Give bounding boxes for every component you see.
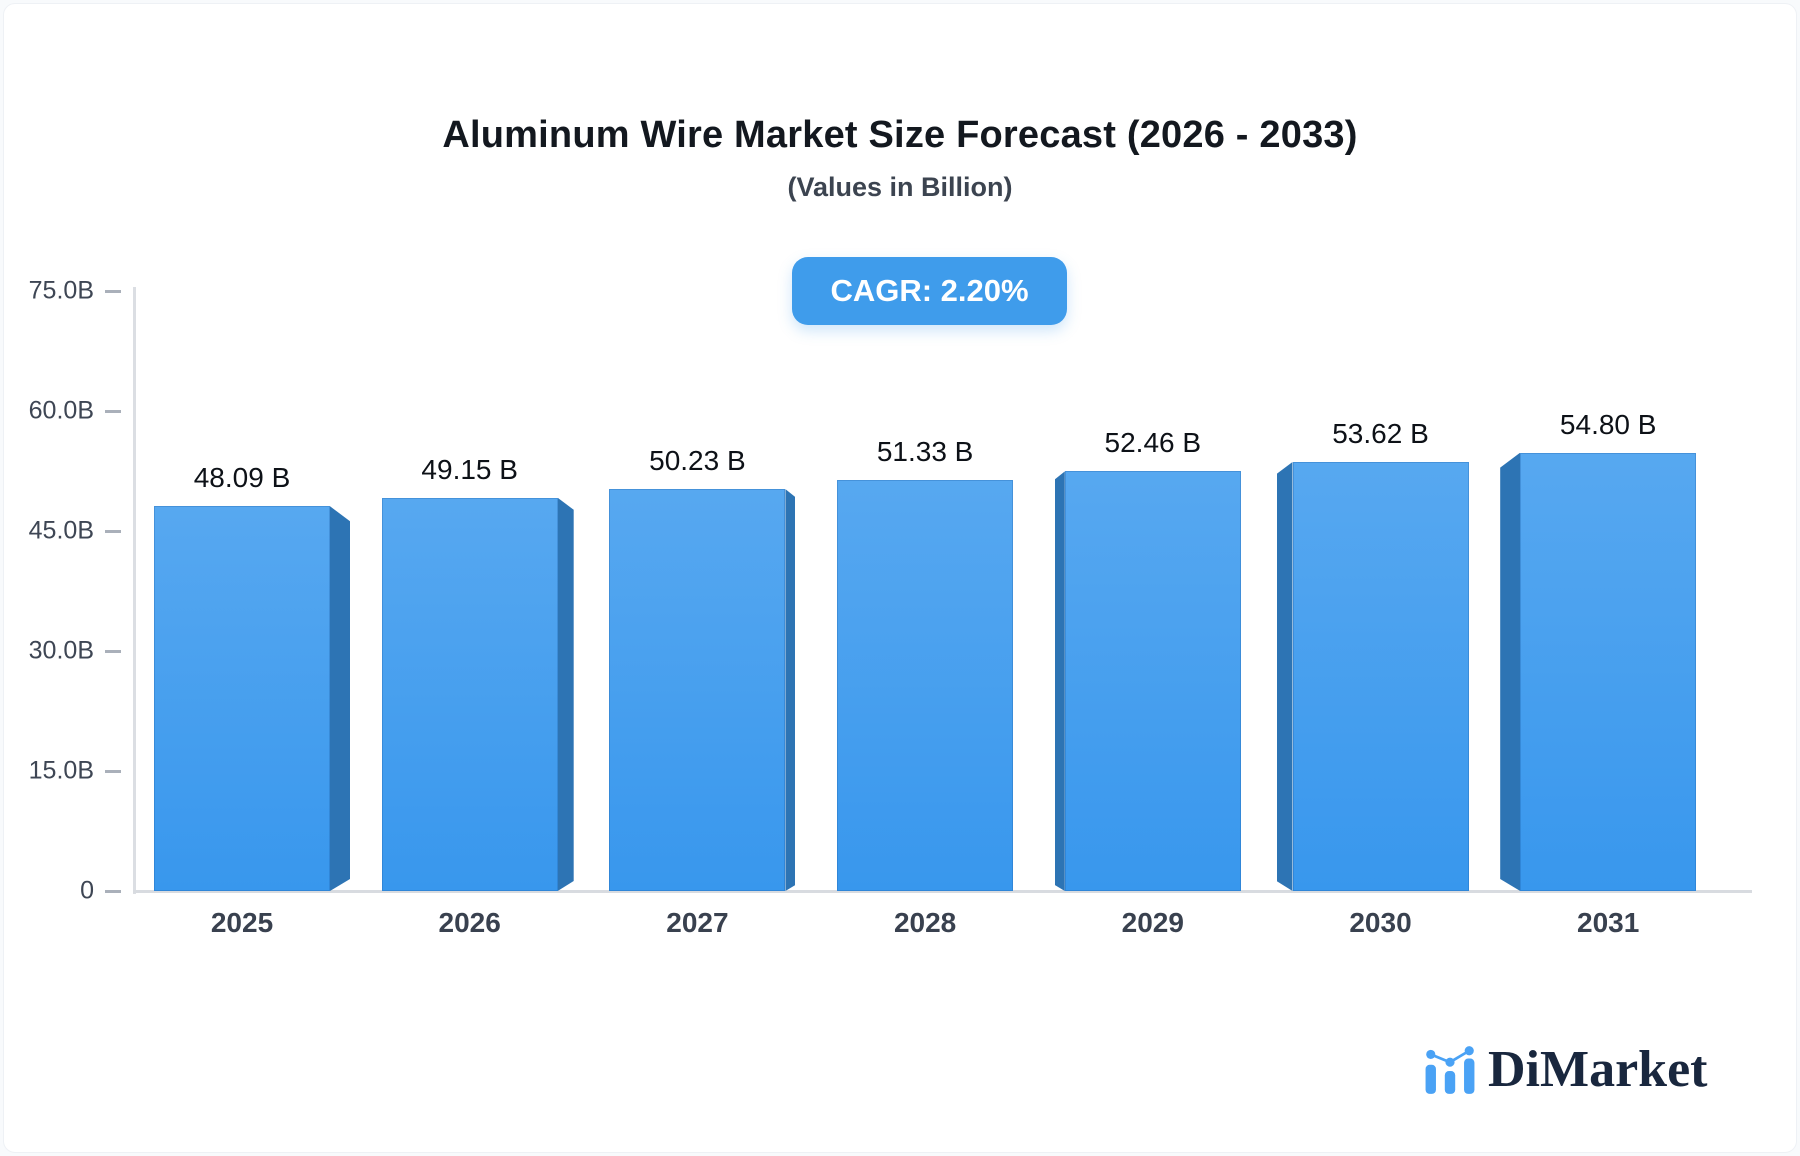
bar-side — [1055, 471, 1065, 891]
x-axis-label: 2031 — [1577, 907, 1640, 938]
y-tick-mark — [105, 650, 121, 653]
y-tick-label: 75.0B — [28, 276, 94, 305]
bar-value-label: 52.46 B — [1104, 427, 1202, 459]
bar-side — [1500, 453, 1520, 891]
x-axis-label: 2026 — [438, 907, 501, 938]
chart-title: Aluminum Wire Market Size Forecast (2026… — [442, 114, 1358, 156]
bar-face — [381, 497, 558, 891]
bar-side — [330, 506, 350, 891]
bar-face — [154, 506, 330, 891]
y-tick-mark — [105, 410, 121, 413]
bar-face — [1520, 452, 1697, 891]
x-axis-baseline — [133, 890, 1752, 893]
bar-side — [1277, 462, 1293, 891]
x-axis-label: 2030 — [1349, 907, 1412, 938]
y-tick-mark — [105, 290, 121, 293]
x-axis-label: 2025 — [210, 907, 274, 938]
y-tick-mark — [105, 890, 121, 893]
y-tick-label: 60.0B — [28, 396, 94, 425]
bar-face — [837, 480, 1014, 891]
chart-bars-icon — [1425, 1046, 1475, 1094]
bar-face — [1292, 462, 1469, 891]
y-tick-label: 0 — [80, 876, 94, 905]
cagr-badge: CAGR: 2.20% — [792, 257, 1067, 325]
bar-value-label: 53.62 B — [1332, 418, 1429, 450]
y-tick-label: 15.0B — [28, 756, 94, 785]
x-axis-label: 2029 — [1121, 907, 1184, 938]
bar-value-label: 50.23 B — [649, 445, 746, 477]
bar-value-label: 49.15 B — [421, 453, 518, 485]
chart-subtitle: (Values in Billion) — [787, 172, 1013, 202]
y-tick-label: 30.0B — [28, 636, 94, 665]
y-tick-label: 45.0B — [28, 516, 94, 545]
bar-face — [1064, 471, 1241, 891]
bar-value-label: 54.80 B — [1559, 408, 1657, 440]
plot-area: 75.0B 60.0B 45.0B 30.0B 15.0B 0 48.09 B 2025 49.… — [4, 4, 1800, 1156]
y-axis-line — [133, 287, 136, 894]
bar-side — [785, 489, 795, 891]
y-tick-mark — [105, 770, 121, 773]
bar-value-label: 51.33 B — [876, 436, 974, 468]
brand-logo-text: DiMarket — [1488, 1041, 1708, 1098]
chart-card: Aluminum Wire Market Size Forecast (2026… — [3, 3, 1797, 1153]
x-axis-label: 2028 — [893, 907, 957, 938]
bar-side — [558, 498, 574, 891]
bar-face — [609, 489, 786, 891]
x-axis-label: 2027 — [666, 907, 729, 938]
brand-logo: DiMarket — [1424, 1044, 1707, 1096]
bar-value-label: 48.09 B — [193, 462, 291, 494]
y-tick-mark — [105, 530, 121, 533]
